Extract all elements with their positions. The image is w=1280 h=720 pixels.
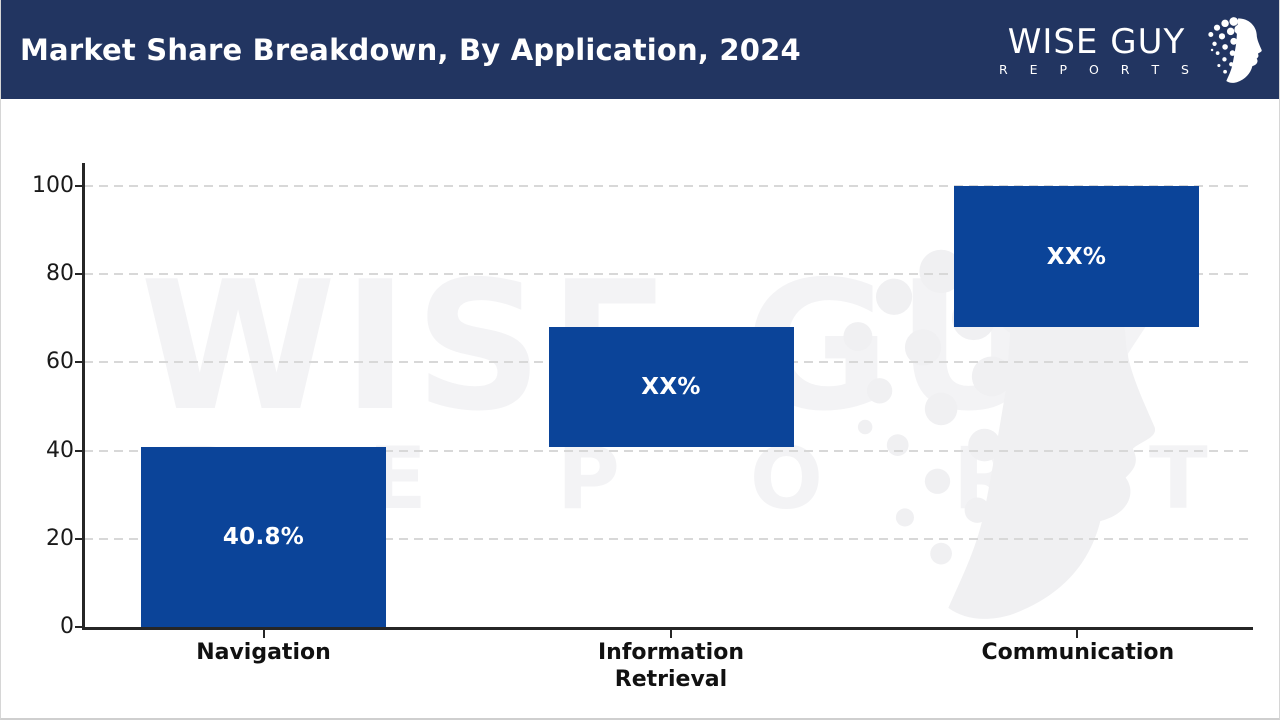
x-tick-mark [262,629,265,638]
x-category-label: Navigation [196,640,331,665]
page-title: Market Share Breakdown, By Application, … [20,32,801,67]
gridline [84,185,1253,187]
y-tick-mark [75,273,84,276]
bar-value-label: 40.8% [222,524,305,551]
y-tick-mark [75,626,84,628]
wise-guy-logo: WISE GUY R E P O R T S [999,6,1266,94]
y-tick-mark [75,537,84,540]
y-tick-label: 20 [46,525,74,551]
y-tick-mark [75,185,84,187]
x-axis [82,627,1253,630]
y-tick-label: 80 [46,261,74,287]
y-axis [82,163,85,629]
y-tick-label: 0 [60,614,74,639]
y-tick-label: 60 [46,349,74,375]
y-tick-label: 40 [46,437,74,463]
logo-line1: WISE GUY [1007,21,1186,62]
y-tick-mark [75,361,84,364]
x-category-label: Information Retrieval [598,640,744,692]
y-tick-mark [75,449,84,452]
gridline [84,273,1253,276]
bar-value-label: XX% [1046,243,1107,270]
x-tick-mark [670,629,672,638]
header-bar: Market Share Breakdown, By Application, … [0,0,1280,99]
bar: XX% [954,186,1199,328]
gridline [84,449,1253,452]
bar-value-label: XX% [641,374,701,401]
x-tick-mark [1075,629,1078,638]
face-logo-icon [1208,17,1262,83]
bar: 40.8% [141,447,386,627]
x-category-label: Communication [981,640,1175,665]
logo-line2: R E P O R T S [998,61,1198,77]
y-tick-label: 100 [32,173,74,198]
bar: XX% [548,327,794,448]
gridline [84,537,1253,540]
logo-wordmark: WISE GUY R E P O R T S [995,24,1198,77]
